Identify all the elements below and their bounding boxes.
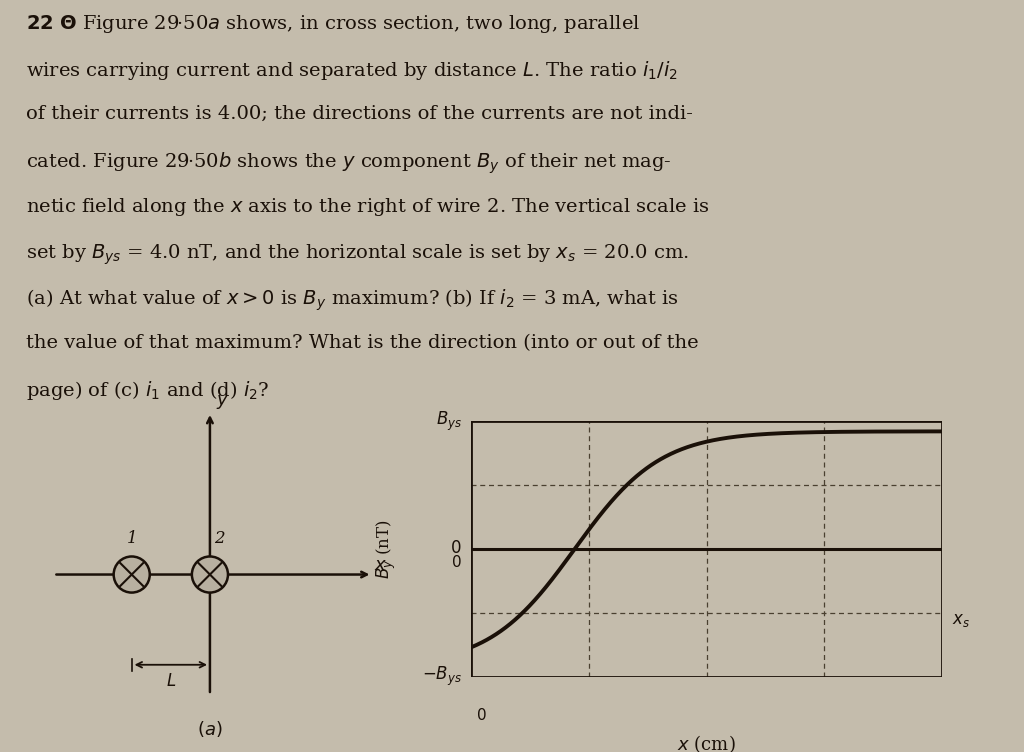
Text: $0$: $0$	[476, 708, 486, 723]
Text: (a) At what value of $x > 0$ is $B_y$ maximum? (b) If $i_2$ = 3 mA, what is: (a) At what value of $x > 0$ is $B_y$ ma…	[26, 288, 678, 314]
Text: 2: 2	[214, 530, 224, 547]
Text: 1: 1	[126, 530, 137, 547]
Text: $x$: $x$	[374, 556, 387, 574]
Circle shape	[191, 556, 228, 593]
Circle shape	[114, 556, 150, 593]
Text: the value of that maximum? What is the direction (into or out of the: the value of that maximum? What is the d…	[26, 334, 698, 352]
Text: $0$: $0$	[451, 553, 462, 570]
Text: $B_y$ (nT): $B_y$ (nT)	[375, 519, 398, 579]
Text: $y$: $y$	[216, 393, 229, 411]
Text: $\mathbf{22}$ $\mathbf{\Theta}$ Figure 29·50$a$ shows, in cross section, two lon: $\mathbf{22}$ $\mathbf{\Theta}$ Figure 2…	[26, 13, 640, 35]
Text: $L$: $L$	[166, 673, 176, 690]
Text: $0$: $0$	[451, 541, 462, 557]
Text: $x_s$: $x_s$	[951, 612, 970, 629]
Text: wires carrying current and separated by distance $L$. The ratio $i_1/i_2$: wires carrying current and separated by …	[26, 59, 678, 82]
Text: of their currents is 4.00; the directions of the currents are not indi-: of their currents is 4.00; the direction…	[26, 105, 692, 123]
Text: cated. Figure 29·50$b$ shows the $y$ component $B_y$ of their net mag-: cated. Figure 29·50$b$ shows the $y$ com…	[26, 150, 671, 176]
Text: $B_{ys}$: $B_{ys}$	[435, 410, 462, 432]
Text: set by $B_{ys}$ = 4.0 nT, and the horizontal scale is set by $x_s$ = 20.0 cm.: set by $B_{ys}$ = 4.0 nT, and the horizo…	[26, 242, 689, 266]
Text: $-B_{ys}$: $-B_{ys}$	[422, 666, 462, 688]
Text: $(a)$: $(a)$	[198, 719, 222, 739]
Text: $x$ (cm): $x$ (cm)	[677, 733, 736, 752]
Text: netic field along the $x$ axis to the right of wire 2. The vertical scale is: netic field along the $x$ axis to the ri…	[26, 196, 709, 218]
Text: page) of (c) $i_1$ and (d) $i_2$?: page) of (c) $i_1$ and (d) $i_2$?	[26, 380, 269, 402]
